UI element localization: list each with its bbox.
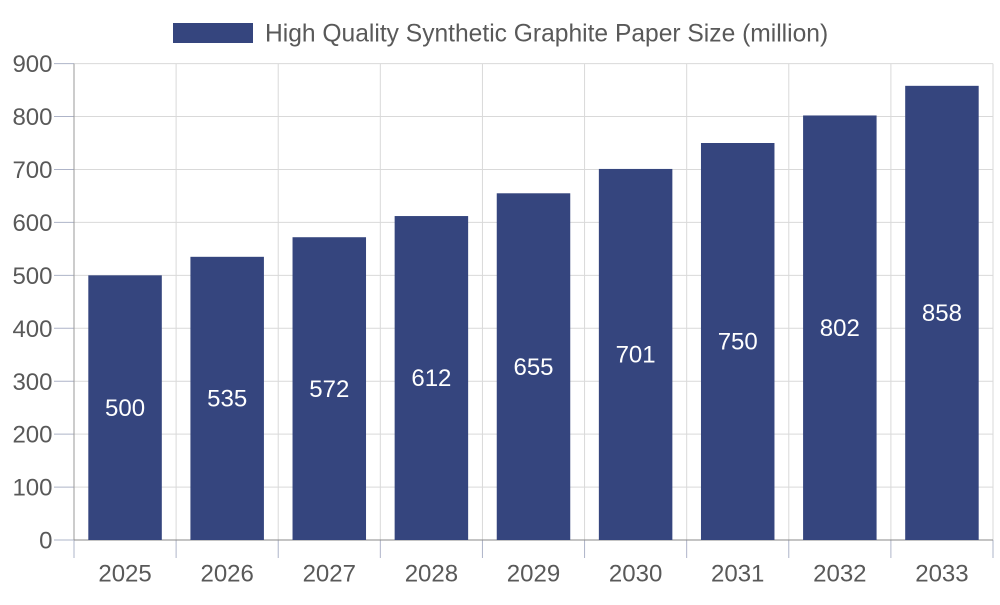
svg-text:535: 535 [207,386,247,413]
svg-text:High Quality Synthetic Graphit: High Quality Synthetic Graphite Paper Si… [265,21,828,48]
svg-text:612: 612 [411,365,451,392]
svg-text:2033: 2033 [915,561,968,588]
svg-text:2029: 2029 [507,561,560,588]
svg-text:858: 858 [922,300,962,327]
svg-text:750: 750 [718,329,758,356]
svg-text:100: 100 [12,475,52,502]
svg-text:800: 800 [12,104,52,131]
svg-text:0: 0 [39,528,52,555]
svg-text:500: 500 [12,263,52,290]
svg-text:600: 600 [12,210,52,237]
svg-text:900: 900 [12,51,52,78]
svg-text:2028: 2028 [405,561,458,588]
svg-text:701: 701 [616,342,656,369]
svg-text:2032: 2032 [813,561,866,588]
svg-text:2031: 2031 [711,561,764,588]
svg-text:2025: 2025 [98,561,151,588]
svg-text:572: 572 [309,376,349,403]
svg-text:2026: 2026 [200,561,253,588]
svg-text:300: 300 [12,369,52,396]
svg-text:400: 400 [12,316,52,343]
svg-text:802: 802 [820,315,860,342]
svg-text:700: 700 [12,157,52,184]
svg-text:2030: 2030 [609,561,662,588]
svg-text:2027: 2027 [303,561,356,588]
svg-text:200: 200 [12,422,52,449]
svg-text:655: 655 [513,354,553,381]
svg-text:500: 500 [105,395,145,422]
